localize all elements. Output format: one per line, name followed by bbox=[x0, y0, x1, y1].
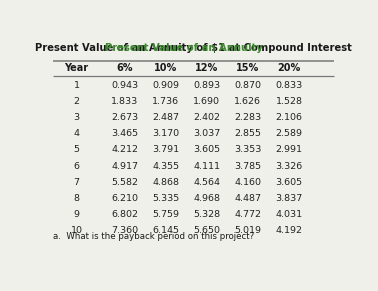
Text: 6.145: 6.145 bbox=[152, 226, 180, 235]
Text: 4.212: 4.212 bbox=[112, 146, 138, 155]
Text: 10%: 10% bbox=[154, 63, 178, 73]
Text: 3.326: 3.326 bbox=[275, 162, 302, 171]
Text: 4.355: 4.355 bbox=[152, 162, 180, 171]
Text: 5.328: 5.328 bbox=[193, 210, 220, 219]
Text: 0.893: 0.893 bbox=[193, 81, 220, 90]
Text: 12%: 12% bbox=[195, 63, 218, 73]
Text: 5.650: 5.650 bbox=[194, 226, 220, 235]
Text: 5: 5 bbox=[74, 146, 79, 155]
Text: 3.785: 3.785 bbox=[234, 162, 262, 171]
Text: 5.582: 5.582 bbox=[112, 178, 138, 187]
Text: 3.170: 3.170 bbox=[152, 129, 180, 138]
Text: 1.528: 1.528 bbox=[276, 97, 302, 106]
Text: 7: 7 bbox=[74, 178, 79, 187]
Text: 20%: 20% bbox=[277, 63, 301, 73]
Text: 0.943: 0.943 bbox=[111, 81, 138, 90]
Text: 2.673: 2.673 bbox=[111, 113, 138, 122]
Text: 2.402: 2.402 bbox=[194, 113, 220, 122]
Text: 3: 3 bbox=[73, 113, 80, 122]
Text: 3.465: 3.465 bbox=[111, 129, 138, 138]
Text: 1: 1 bbox=[74, 81, 79, 90]
Text: 4.772: 4.772 bbox=[234, 210, 262, 219]
Text: 0.909: 0.909 bbox=[152, 81, 180, 90]
Text: 6: 6 bbox=[74, 162, 79, 171]
Text: 4.868: 4.868 bbox=[152, 178, 180, 187]
Text: 3.837: 3.837 bbox=[275, 194, 302, 203]
Text: 6%: 6% bbox=[117, 63, 133, 73]
Text: 4.564: 4.564 bbox=[194, 178, 220, 187]
Text: 4.160: 4.160 bbox=[234, 178, 262, 187]
Text: 5.335: 5.335 bbox=[152, 194, 180, 203]
Text: 3.037: 3.037 bbox=[193, 129, 220, 138]
Text: 4: 4 bbox=[74, 129, 79, 138]
Text: 4.192: 4.192 bbox=[276, 226, 302, 235]
Text: 4.111: 4.111 bbox=[194, 162, 220, 171]
Text: 6.802: 6.802 bbox=[112, 210, 138, 219]
Text: 2.106: 2.106 bbox=[276, 113, 302, 122]
Text: 4.917: 4.917 bbox=[112, 162, 138, 171]
Text: Present Value of an Annuity of $1 at Compound Interest: Present Value of an Annuity of $1 at Com… bbox=[35, 43, 352, 53]
Text: 1.690: 1.690 bbox=[194, 97, 220, 106]
Text: 7.360: 7.360 bbox=[111, 226, 138, 235]
Text: 6.210: 6.210 bbox=[112, 194, 138, 203]
Text: 3.791: 3.791 bbox=[152, 146, 180, 155]
Text: 15%: 15% bbox=[236, 63, 260, 73]
Text: 4.031: 4.031 bbox=[275, 210, 302, 219]
Text: Year: Year bbox=[65, 63, 88, 73]
Text: 2.487: 2.487 bbox=[152, 113, 180, 122]
Text: 9: 9 bbox=[74, 210, 79, 219]
Text: 5.019: 5.019 bbox=[234, 226, 262, 235]
Text: 0.870: 0.870 bbox=[234, 81, 262, 90]
Text: 2.589: 2.589 bbox=[276, 129, 302, 138]
Text: a.  What is the payback period on this project?: a. What is the payback period on this pr… bbox=[53, 232, 254, 241]
Text: 8: 8 bbox=[74, 194, 79, 203]
Text: 0.833: 0.833 bbox=[275, 81, 302, 90]
Text: 2.991: 2.991 bbox=[276, 146, 302, 155]
Text: 3.605: 3.605 bbox=[275, 178, 302, 187]
Text: 5.759: 5.759 bbox=[152, 210, 180, 219]
Text: Present Value of an Annuity: Present Value of an Annuity bbox=[105, 43, 263, 53]
Text: 4.968: 4.968 bbox=[194, 194, 220, 203]
Text: 2: 2 bbox=[74, 97, 79, 106]
Text: 4.487: 4.487 bbox=[234, 194, 262, 203]
Text: 1.736: 1.736 bbox=[152, 97, 180, 106]
Text: 2.855: 2.855 bbox=[234, 129, 262, 138]
Text: 1.626: 1.626 bbox=[234, 97, 262, 106]
Text: 10: 10 bbox=[71, 226, 82, 235]
Text: 2.283: 2.283 bbox=[234, 113, 262, 122]
Text: 3.605: 3.605 bbox=[193, 146, 220, 155]
Text: 3.353: 3.353 bbox=[234, 146, 262, 155]
Text: 1.833: 1.833 bbox=[111, 97, 138, 106]
